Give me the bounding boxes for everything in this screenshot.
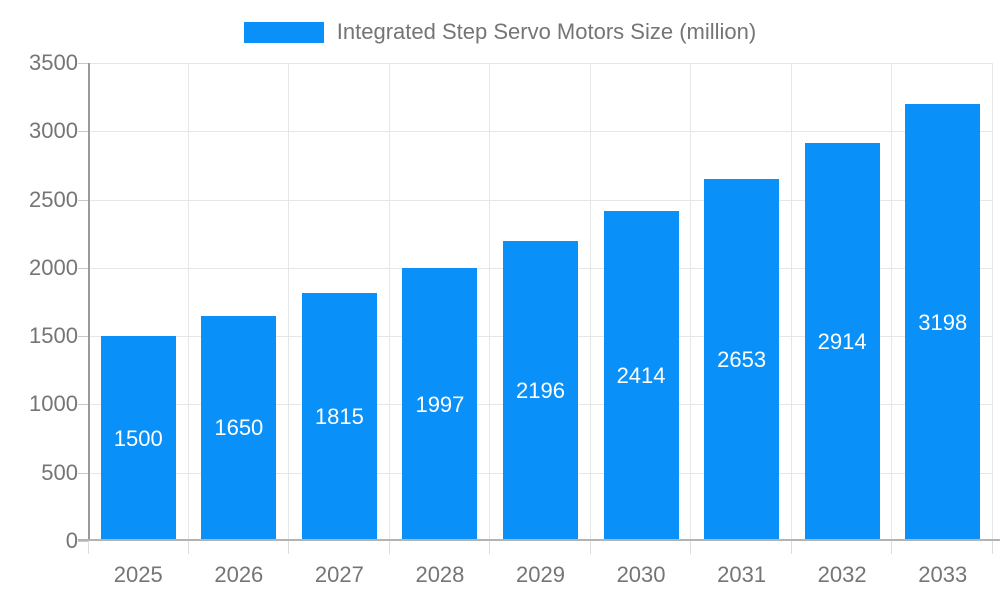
- bar-2025[interactable]: 1500: [100, 336, 176, 541]
- bar-2031[interactable]: 2653: [704, 178, 780, 541]
- v-gridline-1: [188, 63, 189, 541]
- x-tick-label-2033: 2033: [918, 562, 968, 587]
- x-tick-label-2029: 2029: [516, 562, 565, 587]
- y-tick-label-2500: 2500: [29, 187, 78, 212]
- x-tick-label-2028: 2028: [415, 562, 465, 587]
- y-tick-label-500: 500: [41, 460, 78, 485]
- y-tick-mark-3000: [78, 131, 88, 132]
- x-axis-line: [78, 539, 1000, 541]
- y-tick-label-3000: 3000: [29, 118, 78, 143]
- x-tick-label-2025: 2025: [113, 562, 163, 587]
- bar-value-label-2026: 1650: [214, 415, 264, 441]
- bar-2026[interactable]: 1650: [201, 315, 277, 541]
- legend-swatch[interactable]: [243, 21, 324, 43]
- y-tick-mark-500: [78, 473, 88, 474]
- plot-area: 1500 1650 1815 1997 2196 2414 2653 2914 3198: [78, 63, 1000, 554]
- v-gridline-3: [389, 63, 390, 541]
- y-tick-mark-2000: [78, 268, 88, 269]
- bar-2028[interactable]: 1997: [402, 268, 478, 541]
- bar-value-label-2025: 1500: [113, 425, 163, 451]
- x-tick-mark-4: [489, 541, 490, 554]
- h-gridline-3500: [88, 63, 993, 64]
- x-tick-mark-6: [690, 541, 691, 554]
- x-tick-label-2030: 2030: [616, 562, 666, 587]
- y-tick-label-3500: 3500: [29, 50, 78, 75]
- y-tick-label-1000: 1000: [29, 391, 78, 416]
- y-axis-labels: 0 500 1000 1500 2000 2500 3000 3500: [0, 52, 78, 552]
- legend[interactable]: Integrated Step Servo Motors Size (milli…: [0, 19, 1000, 44]
- y-tick-mark-2500: [78, 200, 88, 201]
- bar-value-label-2028: 1997: [415, 391, 465, 417]
- bar-value-label-2029: 2196: [516, 378, 565, 404]
- bar-value-label-2032: 2914: [817, 329, 867, 355]
- y-tick-label-1500: 1500: [29, 323, 78, 348]
- x-tick-mark-5: [590, 541, 591, 554]
- y-tick-mark-3500: [78, 63, 88, 64]
- x-tick-label-2031: 2031: [717, 562, 767, 587]
- v-gridline-9: [992, 63, 993, 541]
- x-tick-mark-8: [891, 541, 892, 554]
- x-tick-label-2027: 2027: [314, 562, 364, 587]
- v-gridline-2: [288, 63, 289, 541]
- x-tick-mark-3: [389, 541, 390, 554]
- x-axis-labels: 2025 2026 2027 2028 2029 2030 2031 2032 2033: [88, 562, 993, 592]
- h-gridline-3000: [88, 131, 993, 132]
- v-gridline-5: [590, 63, 591, 541]
- bar-2027[interactable]: 1815: [301, 293, 377, 541]
- y-axis-line: [88, 63, 90, 541]
- x-tick-mark-1: [188, 541, 189, 554]
- bar-value-label-2033: 3198: [918, 309, 968, 335]
- v-gridline-7: [791, 63, 792, 541]
- v-gridline-4: [489, 63, 490, 541]
- x-tick-label-2032: 2032: [817, 562, 867, 587]
- x-tick-mark-0: [88, 541, 89, 554]
- v-gridline-8: [891, 63, 892, 541]
- bar-value-label-2027: 1815: [314, 404, 364, 430]
- bar-2033[interactable]: 3198: [905, 104, 981, 541]
- x-tick-mark-7: [791, 541, 792, 554]
- y-tick-mark-1000: [78, 404, 88, 405]
- bar-2030[interactable]: 2414: [603, 211, 679, 541]
- y-tick-mark-1500: [78, 336, 88, 337]
- bar-value-label-2031: 2653: [717, 346, 767, 372]
- bar-2032[interactable]: 2914: [804, 143, 880, 541]
- bar-value-label-2030: 2414: [616, 363, 666, 389]
- x-tick-mark-2: [288, 541, 289, 554]
- x-tick-mark-9: [992, 541, 993, 554]
- v-gridline-6: [690, 63, 691, 541]
- legend-label: Integrated Step Servo Motors Size (milli…: [336, 19, 757, 44]
- x-tick-label-2026: 2026: [214, 562, 264, 587]
- bar-2029[interactable]: 2196: [503, 241, 578, 541]
- y-tick-label-2000: 2000: [29, 255, 78, 280]
- h-gridline-2500: [88, 200, 993, 201]
- y-tick-mark-0: [78, 541, 88, 542]
- y-tick-label-0: 0: [65, 528, 78, 553]
